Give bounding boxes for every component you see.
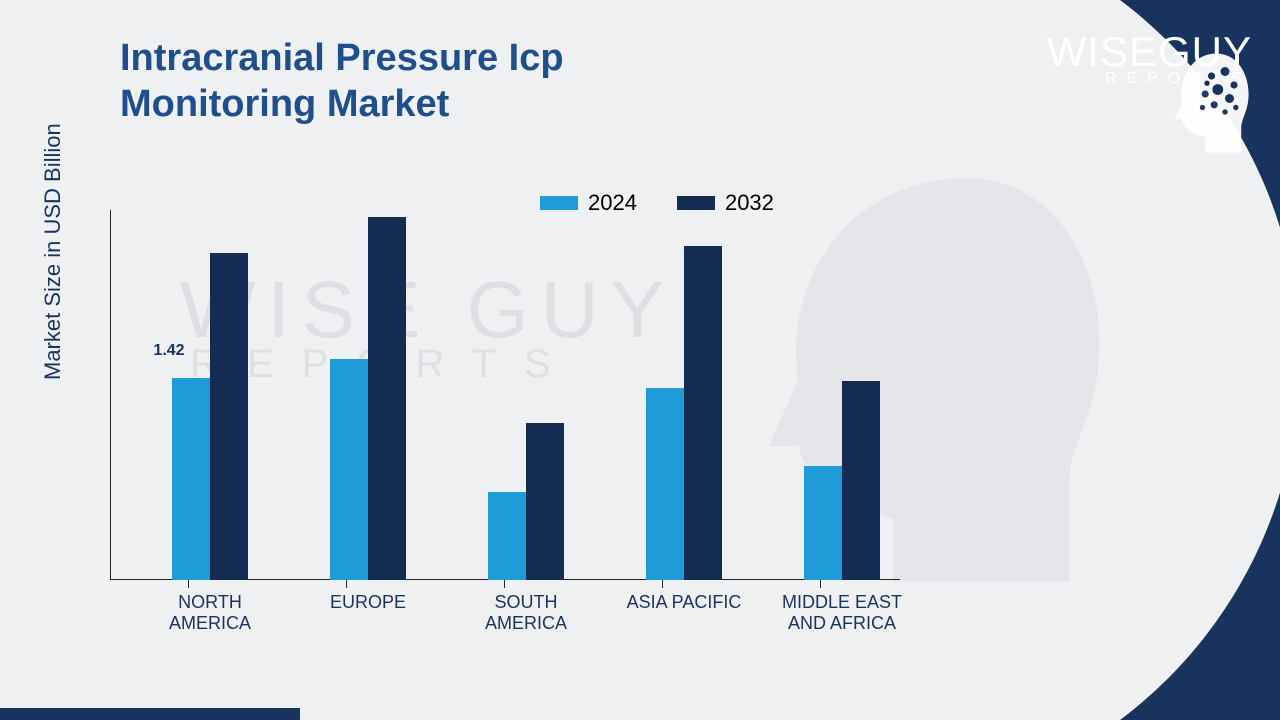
bar-group: EUROPE [308, 217, 428, 580]
x-tick [188, 580, 189, 588]
x-tick [504, 580, 505, 588]
bar [526, 423, 564, 580]
category-label: NORTH AMERICA [140, 592, 280, 633]
chart-plot-area: NORTH AMERICA EUROPE SOUTH AMERICA ASIA PAC… [110, 210, 900, 580]
brand-head-icon [1162, 48, 1252, 158]
y-axis-line [110, 210, 111, 580]
category-label: EUROPE [298, 592, 438, 613]
bar-value-label: 1.42 [153, 342, 184, 360]
bar-group: SOUTH AMERICA [466, 423, 586, 580]
bottom-accent-bar [0, 708, 300, 720]
bar [804, 466, 842, 580]
x-tick [820, 580, 821, 588]
bar [488, 492, 526, 580]
bar-group: MIDDLE EAST AND AFRICA [782, 381, 902, 580]
bar-group: ASIA PACIFIC [624, 246, 744, 580]
chart-title: Intracranial Pressure Icp Monitoring Mar… [120, 36, 680, 127]
brand-block: WISEGUY REPORTS [1047, 28, 1252, 88]
y-axis-label: Market Size in USD Billion [40, 123, 66, 380]
x-tick [662, 580, 663, 588]
legend-swatch-2032 [677, 196, 715, 210]
legend-swatch-2024 [540, 196, 578, 210]
category-label: MIDDLE EAST AND AFRICA [772, 592, 912, 633]
category-label: ASIA PACIFIC [614, 592, 754, 613]
bar [646, 388, 684, 580]
canvas: WISE GUY REPORTS Intracranial Pressure I… [0, 0, 1280, 720]
bar [684, 246, 722, 580]
x-tick [346, 580, 347, 588]
bar [210, 253, 248, 580]
bar [368, 217, 406, 580]
bar-group: NORTH AMERICA [150, 253, 270, 580]
category-label: SOUTH AMERICA [456, 592, 596, 633]
bar [330, 359, 368, 580]
bar [842, 381, 880, 580]
bar [172, 378, 210, 580]
